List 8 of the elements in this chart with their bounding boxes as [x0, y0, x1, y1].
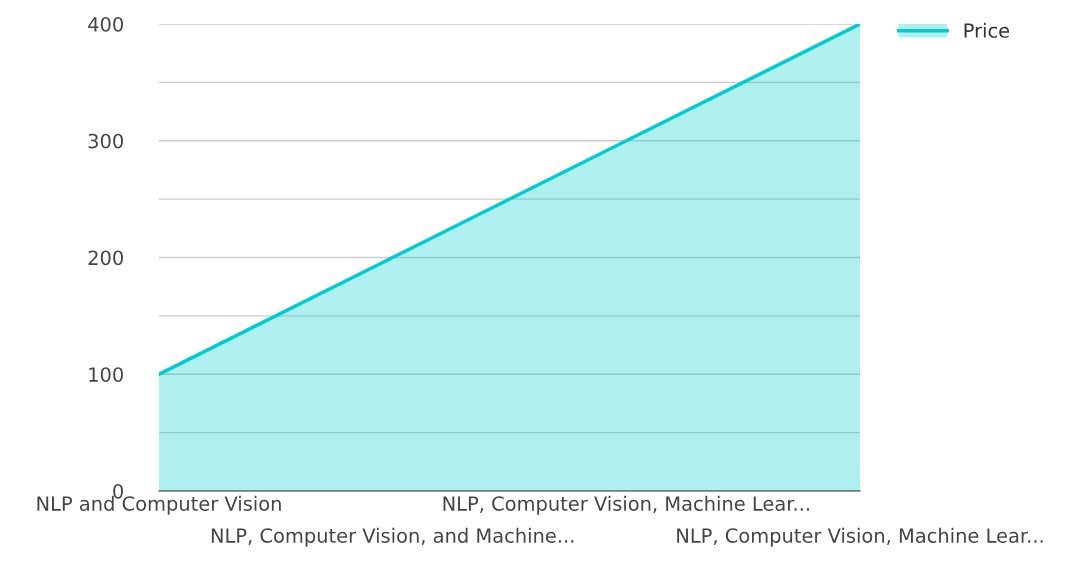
y-tick-label: 400: [88, 16, 123, 32]
y-tick-label: 100: [89, 367, 123, 382]
x-tick-label: NLP, Computer Vision, Machine Lear...: [443, 495, 809, 515]
y-tick-label: 300: [88, 133, 123, 149]
legend-label: Price: [964, 22, 1010, 38]
x-tick-label: NLP, Computer Vision, Machine Lear...: [677, 527, 1043, 547]
y-tick-label: 200: [88, 250, 123, 266]
x-tick-label: NLP, Computer Vision, and Machine...: [211, 527, 574, 547]
